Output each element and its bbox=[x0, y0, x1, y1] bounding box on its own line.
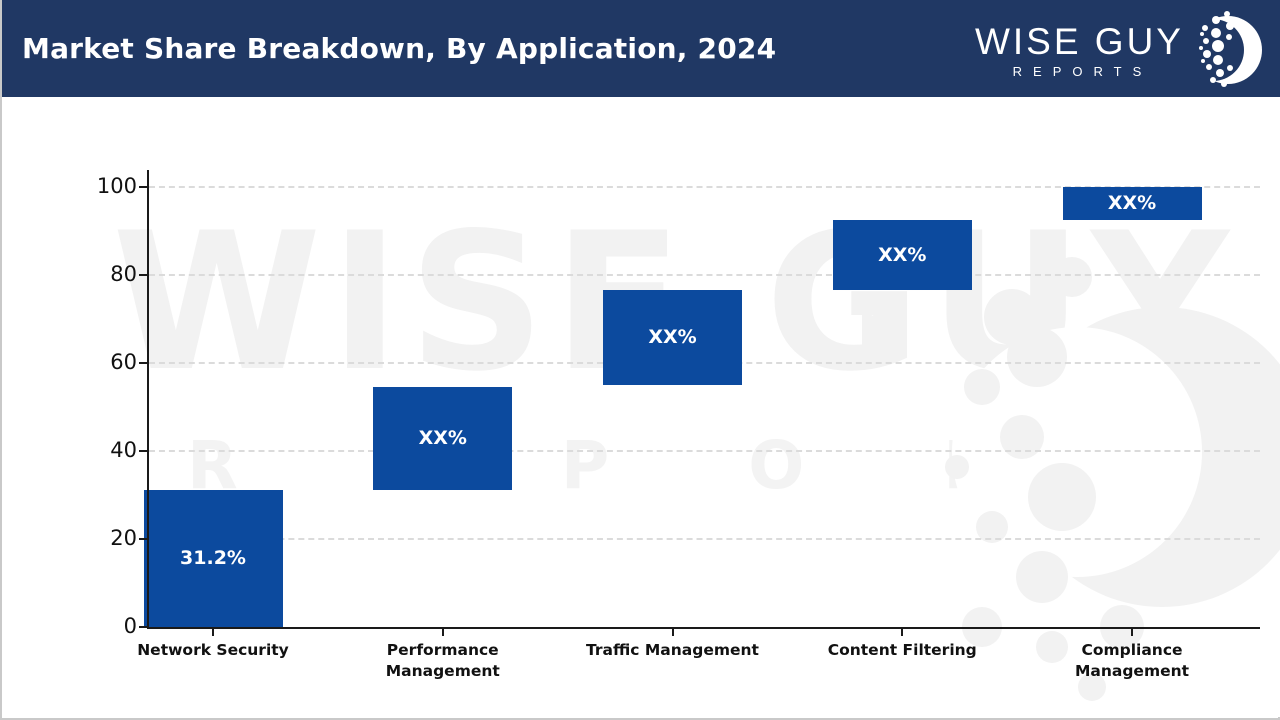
y-tick-mark bbox=[139, 361, 147, 364]
bar-traffic-management: XX% bbox=[603, 289, 742, 385]
bar-value-label: XX% bbox=[878, 243, 927, 266]
category-label-network-security: Network Security bbox=[137, 641, 289, 659]
y-tick-label: 60 bbox=[110, 349, 137, 374]
x-tick-mark bbox=[441, 629, 444, 636]
y-tick-mark bbox=[139, 449, 147, 452]
category-label-performance-management: Performance Management bbox=[385, 641, 500, 680]
y-tick-mark bbox=[139, 626, 147, 628]
gridline bbox=[149, 537, 1260, 540]
y-tick-mark bbox=[139, 185, 147, 188]
y-tick-mark bbox=[139, 537, 147, 540]
bar-value-label: XX% bbox=[1107, 192, 1157, 215]
bar-compliance-management: XX% bbox=[1062, 187, 1202, 220]
gridline bbox=[149, 185, 1260, 188]
y-tick-label: 40 bbox=[110, 437, 137, 462]
watermark-head-icon bbox=[862, 257, 1280, 701]
bar-performance-management: XX% bbox=[373, 387, 513, 490]
y-tick-label: 80 bbox=[110, 261, 137, 286]
logo-head-icon bbox=[1182, 11, 1262, 87]
gridline bbox=[149, 449, 1260, 452]
category-label-compliance-management: Compliance Management bbox=[1074, 641, 1190, 680]
bar-value-label: XX% bbox=[648, 326, 697, 349]
bar-value-label: 31.2% bbox=[180, 547, 246, 570]
y-tick-label: 0 bbox=[123, 614, 137, 638]
y-tick-label: 100 bbox=[96, 173, 137, 198]
y-axis bbox=[147, 170, 149, 627]
x-tick-mark bbox=[1131, 629, 1133, 636]
page-title: Market Share Breakdown, By Application, … bbox=[22, 32, 777, 65]
x-tick-mark bbox=[671, 629, 674, 636]
x-tick-mark bbox=[212, 629, 214, 636]
x-tick-mark bbox=[901, 629, 904, 636]
category-label-traffic-management: Traffic Management bbox=[586, 641, 759, 659]
logo-text: WISE GUY REPORTS bbox=[974, 20, 1184, 79]
logo-wordmark: WISE GUY bbox=[974, 20, 1184, 62]
y-tick-label: 20 bbox=[110, 525, 137, 550]
bar-network-security: 31.2% bbox=[143, 489, 283, 627]
bar-value-label: XX% bbox=[418, 427, 467, 450]
chart-area: WISE GUY R E P O R T S 02040608010031.2%… bbox=[2, 97, 1280, 717]
y-tick-mark bbox=[139, 273, 147, 276]
header: Market Share Breakdown, By Application, … bbox=[2, 0, 1280, 97]
gridline bbox=[149, 273, 1260, 276]
bar-content-filtering: XX% bbox=[832, 219, 972, 290]
x-axis bbox=[147, 627, 1260, 629]
category-label-content-filtering: Content Filtering bbox=[827, 641, 977, 659]
wise-guy-logo: WISE GUY REPORTS bbox=[975, 6, 1264, 94]
logo-subtitle: REPORTS bbox=[1012, 63, 1153, 79]
